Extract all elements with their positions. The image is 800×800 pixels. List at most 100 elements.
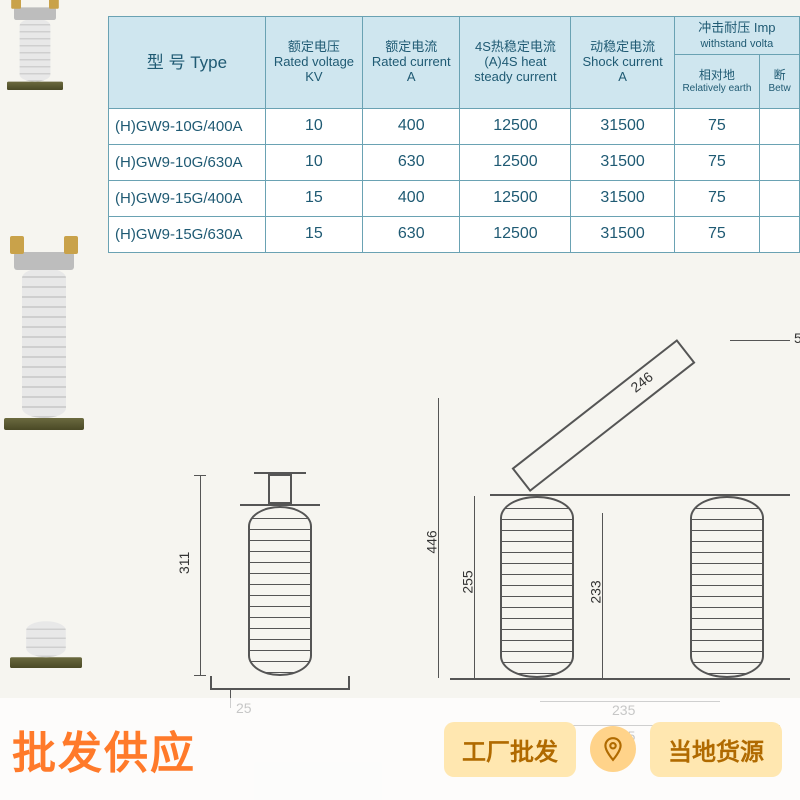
cell-current: 630 — [363, 145, 460, 181]
cell-model: (H)GW9-15G/400A — [109, 181, 266, 217]
cell-thermal: 12500 — [460, 181, 571, 217]
cell-relearth: 75 — [674, 181, 759, 217]
hdr-between-cn: 断 — [762, 69, 797, 83]
cell-kv: 15 — [265, 181, 362, 217]
drawing-left: 311 25 — [170, 380, 390, 710]
cell-crop — [760, 217, 800, 253]
hdr-current-cn: 额定电流 — [367, 40, 455, 55]
table-row: (H)GW9-15G/630A 15 630 12500 31500 75 — [109, 217, 800, 253]
dwg-leader — [730, 340, 790, 341]
product-lug — [49, 0, 59, 9]
col-header-current: 额定电流 Rated current A — [363, 17, 460, 109]
hdr-voltage-unit: KV — [270, 70, 358, 85]
dwg-line — [254, 472, 306, 474]
cell-shock: 31500 — [571, 145, 674, 181]
hdr-thermal-cn: 4S热稳定电流 — [464, 40, 566, 55]
product-lug — [10, 236, 24, 254]
dim-label-h1: 255 — [460, 570, 476, 593]
cell-shock: 31500 — [571, 181, 674, 217]
page-root: 型 号 Type 额定电压 Rated voltage KV 额定电流 Rate… — [0, 0, 800, 800]
hdr-thermal-en: (A)4S heat steady current — [464, 55, 566, 85]
cell-relearth: 75 — [674, 217, 759, 253]
product-insulator — [20, 19, 51, 82]
product-insulator — [22, 268, 66, 418]
hdr-shock-cn: 动稳定电流 — [575, 40, 669, 55]
hdr-rel-earth-cn: 相对地 — [677, 69, 757, 83]
location-pin-icon — [590, 726, 636, 772]
cell-crop — [760, 145, 800, 181]
dwg-line — [210, 676, 212, 690]
cell-kv: 10 — [265, 109, 362, 145]
product-insulator — [26, 621, 66, 657]
dwg-line — [490, 494, 790, 496]
col-header-impulse: 冲击耐压 Imp withstand volta — [674, 17, 799, 55]
hdr-between-en: Betw — [762, 83, 797, 95]
cell-thermal: 12500 — [460, 217, 571, 253]
product-lug — [64, 236, 78, 254]
dim-label-h2: 233 — [588, 580, 604, 603]
dwg-line — [450, 678, 790, 680]
cell-model: (H)GW9-10G/630A — [109, 145, 266, 181]
hdr-impulse-en-frag: Imp — [754, 20, 776, 35]
hdr-impulse-cn: 冲击耐压 — [698, 20, 750, 35]
table-row: (H)GW9-10G/630A 10 630 12500 31500 75 — [109, 145, 800, 181]
product-lugs — [10, 236, 78, 254]
cell-current: 630 — [363, 217, 460, 253]
hdr-voltage-cn: 额定电压 — [270, 40, 358, 55]
dwg-arm — [512, 339, 696, 492]
cell-thermal: 12500 — [460, 109, 571, 145]
dwg-insulator — [248, 506, 312, 676]
cell-relearth: 75 — [674, 109, 759, 145]
hdr-impulse-sub: withstand volta — [700, 38, 773, 50]
hdr-voltage-en: Rated voltage — [270, 55, 358, 70]
watermark-right: 工厂批发 当地货源 — [444, 722, 800, 777]
dwg-dim-tick — [194, 675, 206, 676]
dim-label-total-h: 446 — [424, 530, 440, 553]
cell-shock: 31500 — [571, 217, 674, 253]
watermark-left-text: 批发供应 — [0, 717, 196, 781]
location-pin-svg — [600, 736, 626, 762]
watermark-chip: 工厂批发 — [444, 722, 576, 777]
col-header-voltage: 额定电压 Rated voltage KV — [265, 17, 362, 109]
col-header-type-cn: 型 号 — [147, 53, 186, 72]
dwg-line — [240, 504, 320, 506]
drawing-right: 246 5 446 255 233 235 395 — [390, 300, 800, 720]
col-header-type-en: Type — [190, 53, 227, 72]
table-row: (H)GW9-10G/400A 10 400 12500 31500 75 — [109, 109, 800, 145]
watermark-chip: 当地货源 — [650, 722, 782, 777]
col-header-shock: 动稳定电流 Shock current A — [571, 17, 674, 109]
col-header-rel-earth: 相对地 Relatively earth — [674, 55, 759, 109]
dwg-insulator — [500, 496, 574, 678]
col-header-thermal: 4S热稳定电流 (A)4S heat steady current — [460, 17, 571, 109]
cell-kv: 15 — [265, 217, 362, 253]
cell-crop — [760, 181, 800, 217]
watermark-bar: 批发供应 工厂批发 当地货源 — [0, 698, 800, 800]
spec-table: 型 号 Type 额定电压 Rated voltage KV 额定电流 Rate… — [108, 16, 800, 253]
cell-shock: 31500 — [571, 109, 674, 145]
col-header-between-frag: 断 Betw — [760, 55, 800, 109]
product-base — [4, 418, 84, 430]
product-base — [10, 657, 82, 668]
product-top-cap — [14, 252, 74, 270]
dwg-line — [210, 688, 350, 690]
cell-model: (H)GW9-10G/400A — [109, 109, 266, 145]
product-base — [7, 82, 63, 90]
cell-thermal: 12500 — [460, 145, 571, 181]
cell-relearth: 75 — [674, 145, 759, 181]
dwg-line — [348, 676, 350, 690]
cell-current: 400 — [363, 109, 460, 145]
cell-kv: 10 — [265, 145, 362, 181]
hdr-shock-unit: A — [575, 70, 669, 85]
hdr-current-en: Rated current — [367, 55, 455, 70]
dwg-dim-line — [200, 476, 201, 676]
product-top-cap — [14, 7, 56, 20]
dim-label-height: 311 — [176, 552, 192, 574]
dwg-insulator — [690, 496, 764, 678]
cell-current: 400 — [363, 181, 460, 217]
product-lugs — [11, 0, 59, 9]
dwg-dim-tick — [194, 475, 206, 476]
product-lug — [11, 0, 21, 9]
cell-crop — [760, 109, 800, 145]
hdr-shock-en: Shock current — [575, 55, 669, 70]
dim-callout: 5 — [794, 330, 800, 346]
